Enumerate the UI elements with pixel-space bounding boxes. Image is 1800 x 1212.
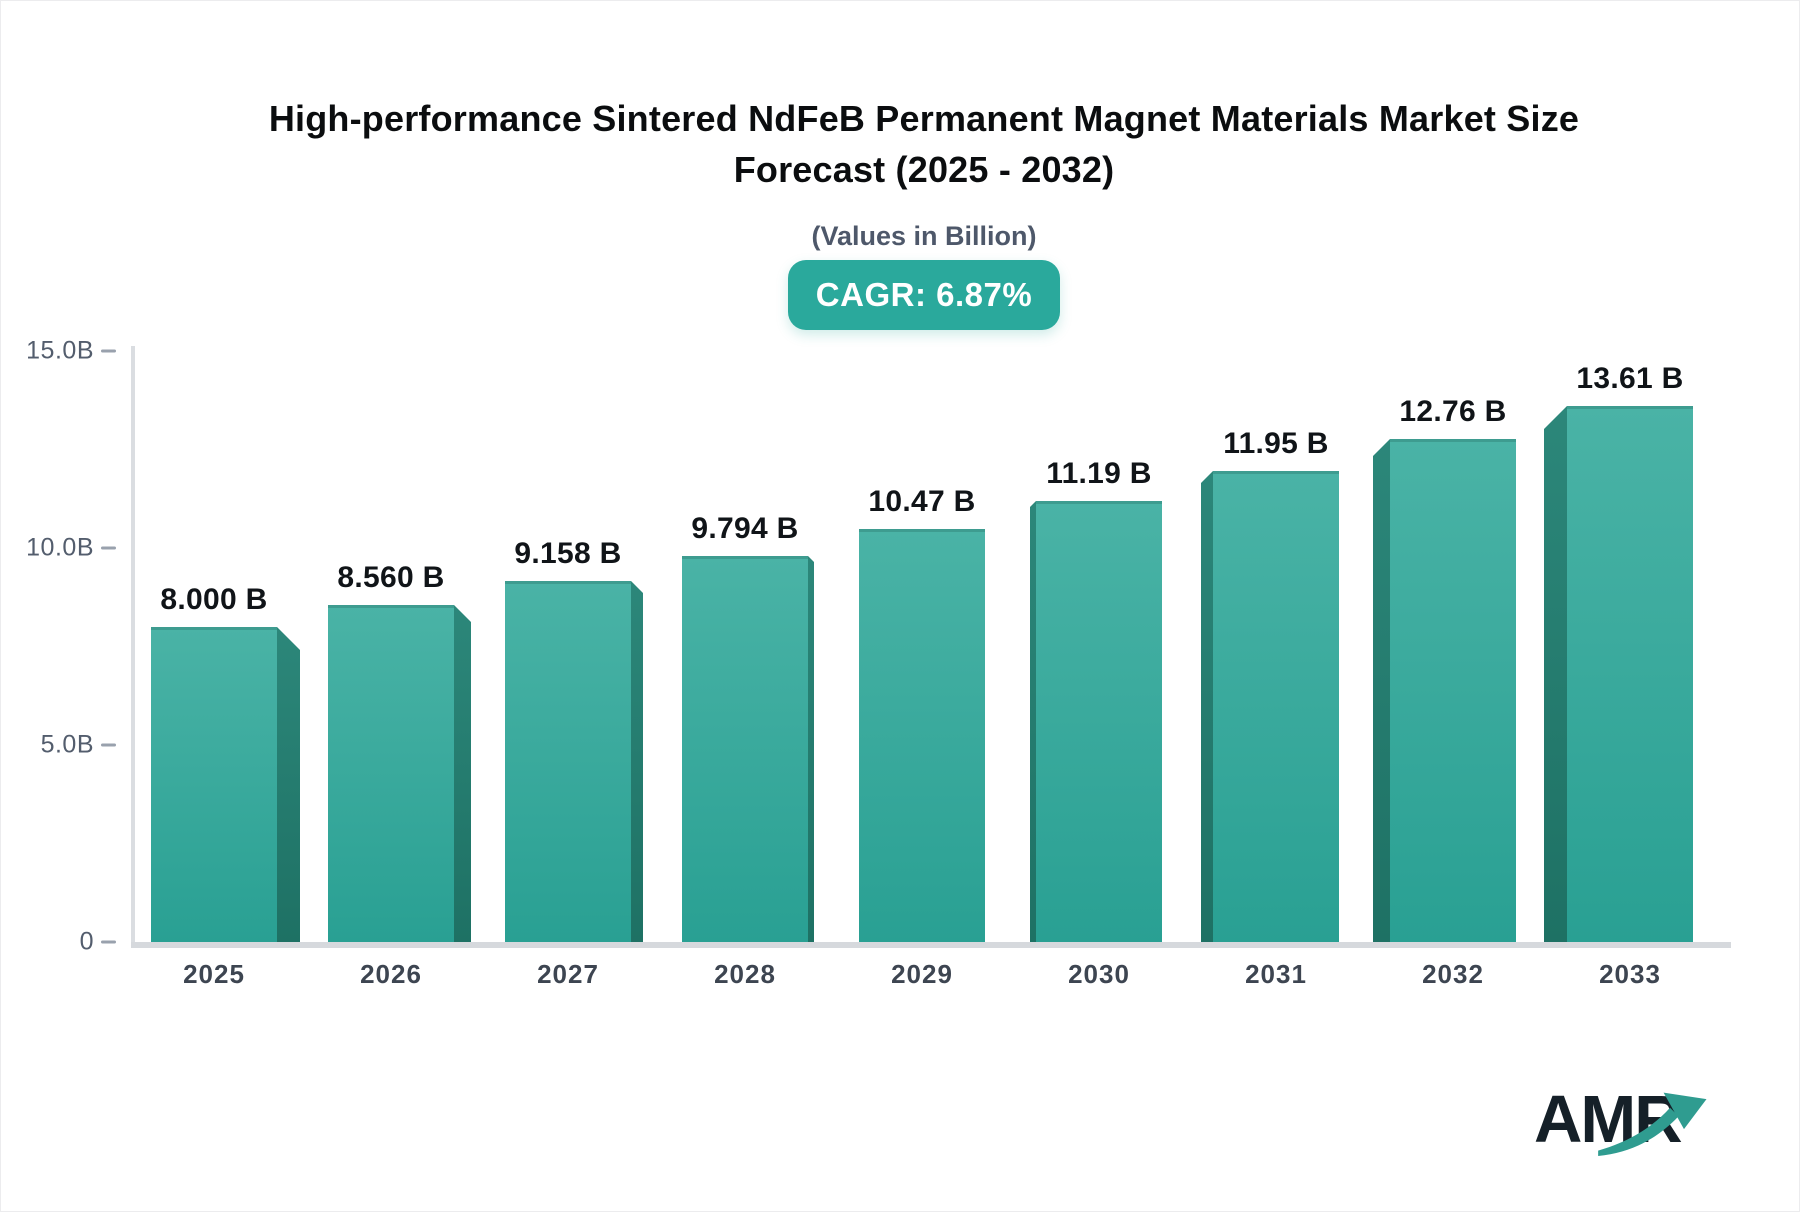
bar-face: [859, 529, 985, 942]
amr-logo-text: AMR: [1534, 1082, 1683, 1157]
y-tick-dash: [101, 743, 116, 747]
y-tick-label: 15.0B: [26, 336, 94, 365]
x-tick-label: 2032: [1422, 959, 1484, 989]
y-tick-label: 10.0B: [26, 533, 94, 562]
chart-title-line2: Forecast (2025 - 2032): [733, 149, 1115, 190]
bar-face: [1390, 439, 1516, 942]
bar-face: [328, 605, 454, 942]
y-tick-dash: [101, 349, 116, 353]
x-tick-label: 2028: [714, 959, 776, 989]
bar-side-face: [277, 627, 300, 942]
y-tick-dash: [101, 940, 116, 944]
bar-value-label: 10.47 B: [868, 485, 976, 518]
y-tick-dash: [101, 546, 116, 550]
x-axis-baseline: [131, 942, 1731, 948]
bar-side-face: [808, 556, 814, 942]
bar-value-label: 13.61 B: [1576, 362, 1684, 395]
bar-value-label: 9.158 B: [514, 537, 622, 570]
y-tick-label: 0: [79, 927, 94, 956]
bar-face: [151, 627, 277, 942]
bar-side-face: [1544, 406, 1567, 942]
bar-face: [1567, 406, 1693, 942]
bar-value-label: 8.000 B: [160, 583, 268, 616]
y-axis-line: [131, 346, 135, 948]
bar-face: [1036, 501, 1162, 942]
y-tick-label: 5.0B: [40, 730, 94, 759]
bar-face: [505, 581, 631, 942]
x-tick-label: 2033: [1599, 959, 1661, 989]
x-tick-label: 2030: [1068, 959, 1130, 989]
bar-value-label: 11.95 B: [1223, 427, 1329, 460]
bar-side-face: [454, 605, 471, 942]
cagr-badge: CAGR: 6.87%: [788, 260, 1060, 330]
bar-value-label: 8.560 B: [337, 561, 445, 594]
bar-face: [682, 556, 808, 942]
cagr-badge-label: CAGR: 6.87%: [815, 276, 1033, 313]
bar-side-face: [1373, 439, 1390, 942]
bar-side-face: [1201, 471, 1213, 942]
x-tick-label: 2029: [891, 959, 953, 989]
chart-header: High-performance Sintered NdFeB Permanen…: [74, 93, 1774, 330]
amr-logo: AMR: [1534, 1082, 1714, 1171]
chart-title-line1: High-performance Sintered NdFeB Permanen…: [268, 98, 1580, 139]
x-tick-label: 2031: [1245, 959, 1307, 989]
chart-subtitle: (Values in Billion): [811, 221, 1037, 251]
bar-value-label: 9.794 B: [691, 512, 799, 545]
x-tick-label: 2025: [183, 959, 245, 989]
x-tick-label: 2027: [537, 959, 599, 989]
growth-arrow-icon: [1598, 1092, 1707, 1156]
bar-side-face: [631, 581, 643, 942]
x-tick-label: 2026: [360, 959, 422, 989]
bar-side-face: [1030, 501, 1036, 942]
bar-value-label: 11.19 B: [1046, 457, 1152, 490]
bar-value-label: 12.76 B: [1399, 395, 1507, 428]
bar-face: [1213, 471, 1339, 942]
